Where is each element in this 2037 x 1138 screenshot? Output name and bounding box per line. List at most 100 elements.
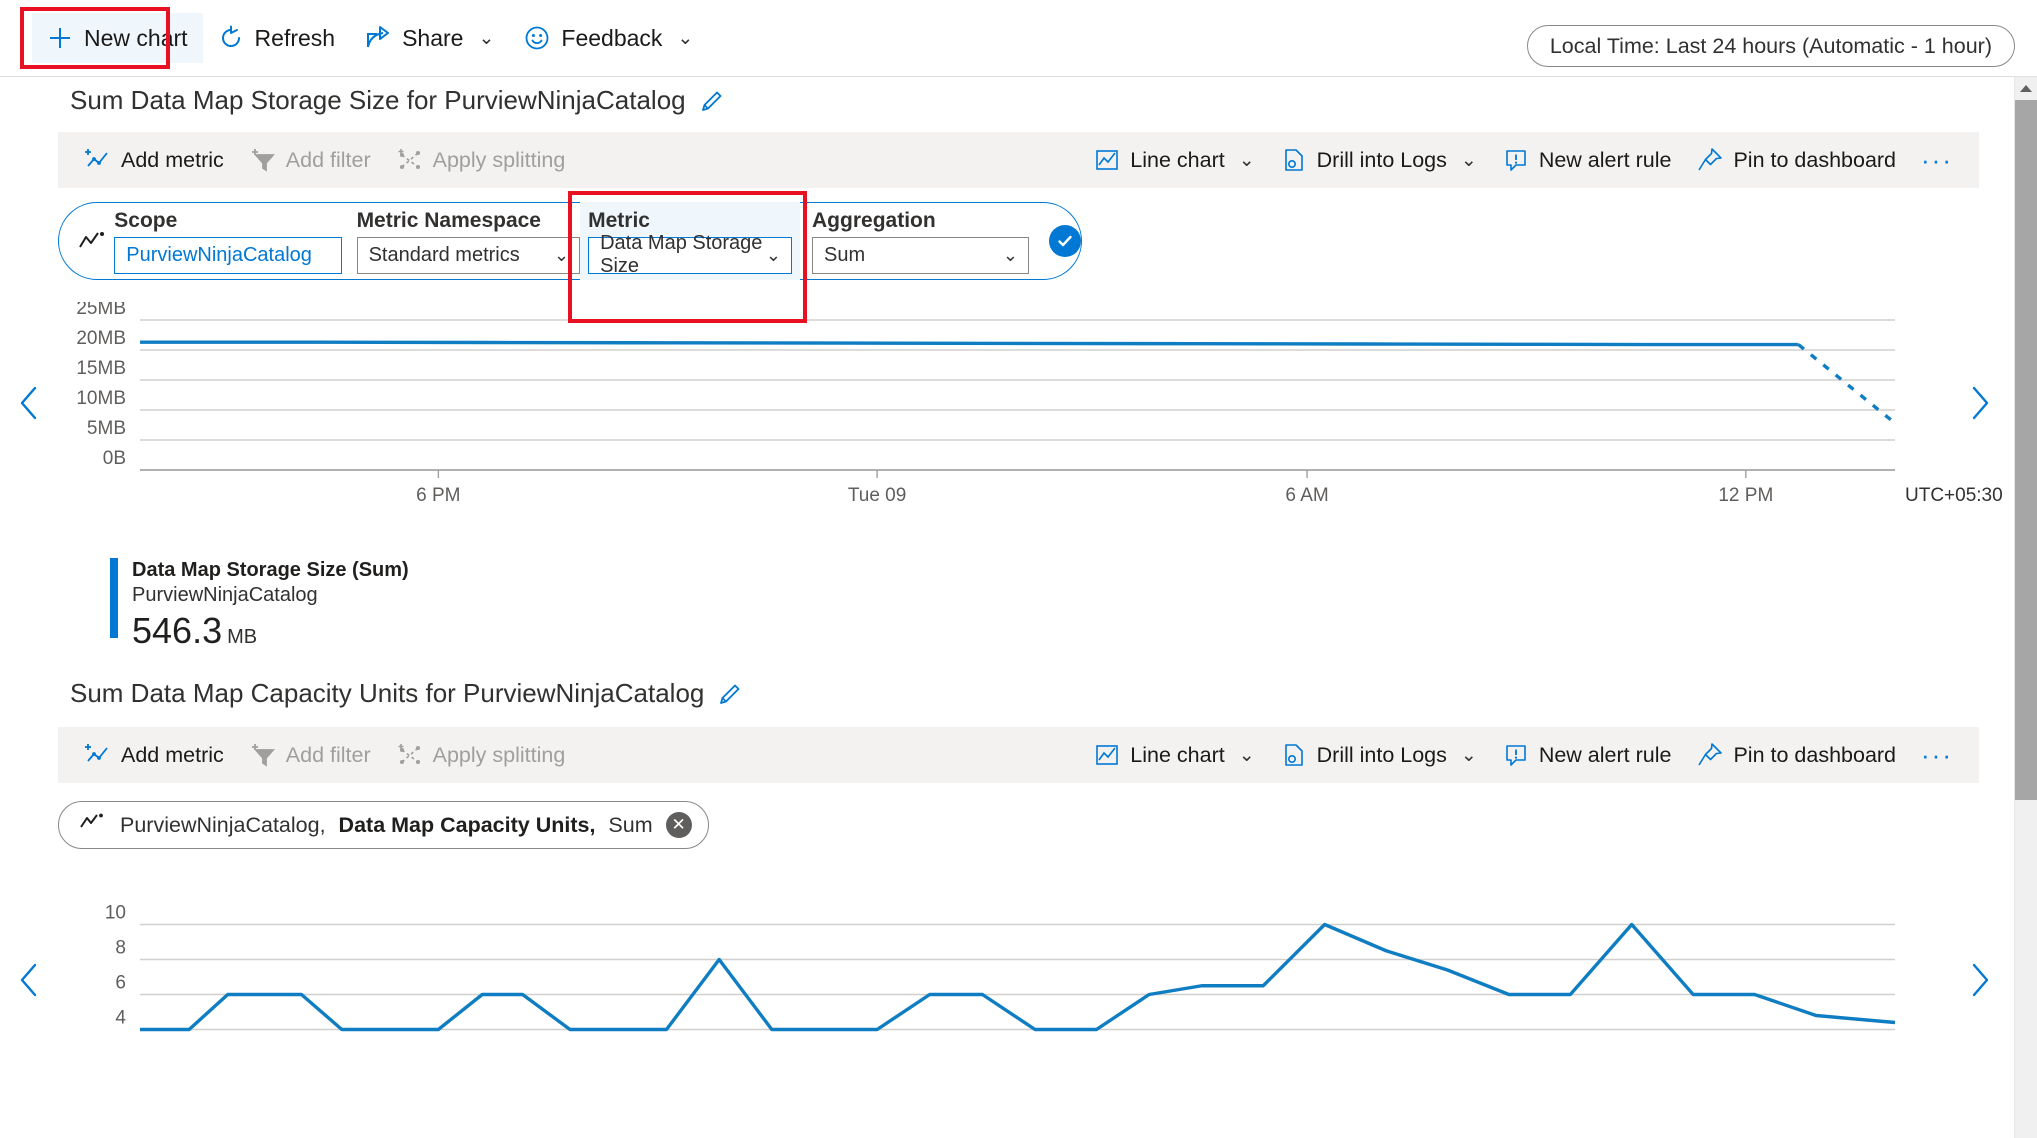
metric-select[interactable]: Data Map Storage Size ⌄	[588, 232, 793, 277]
time-range-label: Local Time: Last 24 hours (Automatic - 1…	[1549, 33, 1992, 58]
chart-1-svg: 0B 5MB 10MB 15MB 20MB 25MB 6 PM Tue 09 6 AM 12 PM…	[76, 302, 2002, 506]
add-metric-button[interactable]: Add metric	[72, 733, 237, 777]
chart-2-prev-button[interactable]	[8, 959, 50, 1001]
chevron-left-icon	[20, 386, 37, 420]
aggregation-select[interactable]: Sum ⌄	[812, 236, 1030, 274]
new-chart-button[interactable]: New chart	[32, 13, 203, 63]
chevron-down-icon: ⌄	[1238, 744, 1255, 766]
add-metric-button[interactable]: Add metric	[72, 138, 237, 182]
legend-series-name: Data Map Storage Size (Sum)	[132, 559, 409, 581]
scroll-thumb[interactable]	[2015, 100, 2037, 800]
legend-value-row: 546.3 MB	[132, 610, 409, 651]
chart-2-toolbar-right: Line chart ⌄ Drill into Logs ⌄	[1081, 733, 1965, 777]
y-axis-tick-label: 8	[115, 938, 126, 959]
new-alert-rule-label: New alert rule	[1538, 147, 1672, 172]
metric-chip[interactable]: PurviewNinjaCatalog, Data Map Capacity U…	[58, 801, 709, 849]
chart-1-title-row: Sum Data Map Storage Size for PurviewNin…	[0, 85, 2037, 116]
chart-1-next-button[interactable]	[1959, 382, 2001, 424]
chart-2-title: Sum Data Map Capacity Units for PurviewN…	[70, 678, 705, 708]
pencil-icon[interactable]	[699, 88, 725, 114]
refresh-button[interactable]: Refresh	[203, 13, 351, 63]
pencil-icon[interactable]	[717, 681, 743, 707]
apply-splitting-button[interactable]: Apply splitting	[384, 733, 579, 777]
x-axis-tick-label: 6 AM	[1285, 485, 1328, 506]
chevron-down-icon: ⌄	[765, 245, 782, 265]
drill-into-logs-label: Drill into Logs	[1316, 742, 1447, 767]
apply-splitting-button[interactable]: Apply splitting	[384, 138, 579, 182]
x-axis-tick-label: Tue 09	[848, 485, 906, 506]
new-alert-rule-button[interactable]: New alert rule	[1490, 733, 1685, 777]
caret-up-icon[interactable]	[2015, 77, 2037, 100]
chart-type-button[interactable]: Line chart ⌄	[1081, 138, 1267, 182]
add-filter-button[interactable]: Add filter	[237, 733, 384, 777]
drill-into-logs-label: Drill into Logs	[1316, 147, 1447, 172]
chevron-right-icon	[1972, 963, 1989, 997]
chart-type-label: Line chart	[1130, 742, 1225, 767]
chart-2-next-button[interactable]	[1959, 959, 2001, 1001]
y-axis-tick-label: 5MB	[87, 418, 126, 439]
series-line-forecast	[1797, 343, 1897, 425]
y-axis-tick-label: 4	[115, 1008, 126, 1029]
smiley-icon	[524, 25, 550, 51]
more-options-button[interactable]: ···	[1921, 144, 1953, 175]
apply-metric-button[interactable]	[1049, 225, 1082, 257]
share-button[interactable]: Share ⌄	[350, 13, 509, 63]
close-icon[interactable]: ✕	[665, 812, 692, 838]
new-alert-rule-button[interactable]: New alert rule	[1490, 138, 1685, 182]
scope-label: Scope	[114, 208, 178, 232]
metric-value: Data Map Storage Size	[600, 232, 763, 277]
chart-type-button[interactable]: Line chart ⌄	[1081, 733, 1267, 777]
y-axis-tick-label: 20MB	[76, 328, 126, 349]
legend-unit: MB	[227, 626, 258, 648]
drill-into-logs-button[interactable]: Drill into Logs ⌄	[1268, 733, 1490, 777]
line-chart-icon	[1094, 742, 1120, 768]
new-chart-label: New chart	[84, 24, 188, 51]
scope-input[interactable]: PurviewNinjaCatalog	[114, 236, 342, 274]
y-axis-tick-label: 10	[105, 903, 126, 924]
pin-to-dashboard-label: Pin to dashboard	[1733, 147, 1897, 172]
new-alert-rule-label: New alert rule	[1538, 742, 1672, 767]
chart-1-title: Sum Data Map Storage Size for PurviewNin…	[70, 85, 686, 115]
chevron-down-icon: ⌄	[677, 27, 694, 49]
chip-scope: PurviewNinjaCatalog,	[120, 812, 326, 837]
add-filter-icon	[250, 742, 276, 768]
chart-1-plot: 0B 5MB 10MB 15MB 20MB 25MB 6 PM Tue 09 6 AM 12 PM…	[0, 302, 2037, 542]
metric-line-icon	[73, 230, 112, 252]
metric-namespace-select[interactable]: Standard metrics ⌄	[356, 236, 581, 274]
chart-2-toolbar: Add metric Add filter	[58, 727, 1979, 783]
chip-line-icon	[79, 812, 107, 838]
chevron-down-icon: ⌄	[554, 245, 570, 265]
chevron-down-icon: ⌄	[1002, 245, 1019, 265]
add-filter-button[interactable]: Add filter	[237, 138, 384, 182]
drill-into-logs-button[interactable]: Drill into Logs ⌄	[1268, 138, 1490, 182]
chip-aggregation: Sum	[608, 812, 653, 837]
feedback-button[interactable]: Feedback ⌄	[509, 13, 708, 63]
chart-2-plot: 4 6 8 10	[0, 889, 2037, 1049]
add-metric-icon	[85, 147, 111, 173]
x-axis-tick-label: 6 PM	[416, 485, 460, 506]
vertical-scrollbar[interactable]	[2014, 77, 2037, 1138]
pin-to-dashboard-button[interactable]: Pin to dashboard	[1684, 733, 1909, 777]
chart-1-prev-button[interactable]	[8, 382, 50, 424]
metric-field: Metric Data Map Storage Size ⌄	[580, 202, 801, 280]
chevron-down-icon: ⌄	[1460, 744, 1477, 766]
y-axis-tick-label: 6	[115, 973, 126, 994]
more-options-button[interactable]: ···	[1921, 739, 1953, 770]
apply-splitting-icon	[397, 742, 423, 768]
alert-icon	[1503, 742, 1529, 768]
x-axis-tick-label: 12 PM	[1718, 485, 1773, 506]
plus-icon	[47, 25, 73, 51]
chevron-right-icon	[1972, 386, 1989, 420]
chevron-down-icon: ⌄	[1460, 149, 1477, 171]
metric-selector-wrap: Scope PurviewNinjaCatalog Metric Namespa…	[58, 191, 2037, 323]
metric-label: Metric	[588, 208, 650, 232]
chip-metric: Data Map Capacity Units,	[338, 812, 596, 837]
feedback-label: Feedback	[561, 24, 663, 51]
pin-to-dashboard-button[interactable]: Pin to dashboard	[1684, 138, 1909, 182]
refresh-label: Refresh	[254, 24, 336, 51]
metric-namespace-value: Standard metrics	[368, 243, 520, 266]
time-range-picker[interactable]: Local Time: Last 24 hours (Automatic - 1…	[1526, 25, 2015, 67]
check-icon	[1058, 235, 1072, 247]
chevron-down-icon: ⌄	[1238, 149, 1255, 171]
metric-selector: Scope PurviewNinjaCatalog Metric Namespa…	[58, 202, 1082, 280]
